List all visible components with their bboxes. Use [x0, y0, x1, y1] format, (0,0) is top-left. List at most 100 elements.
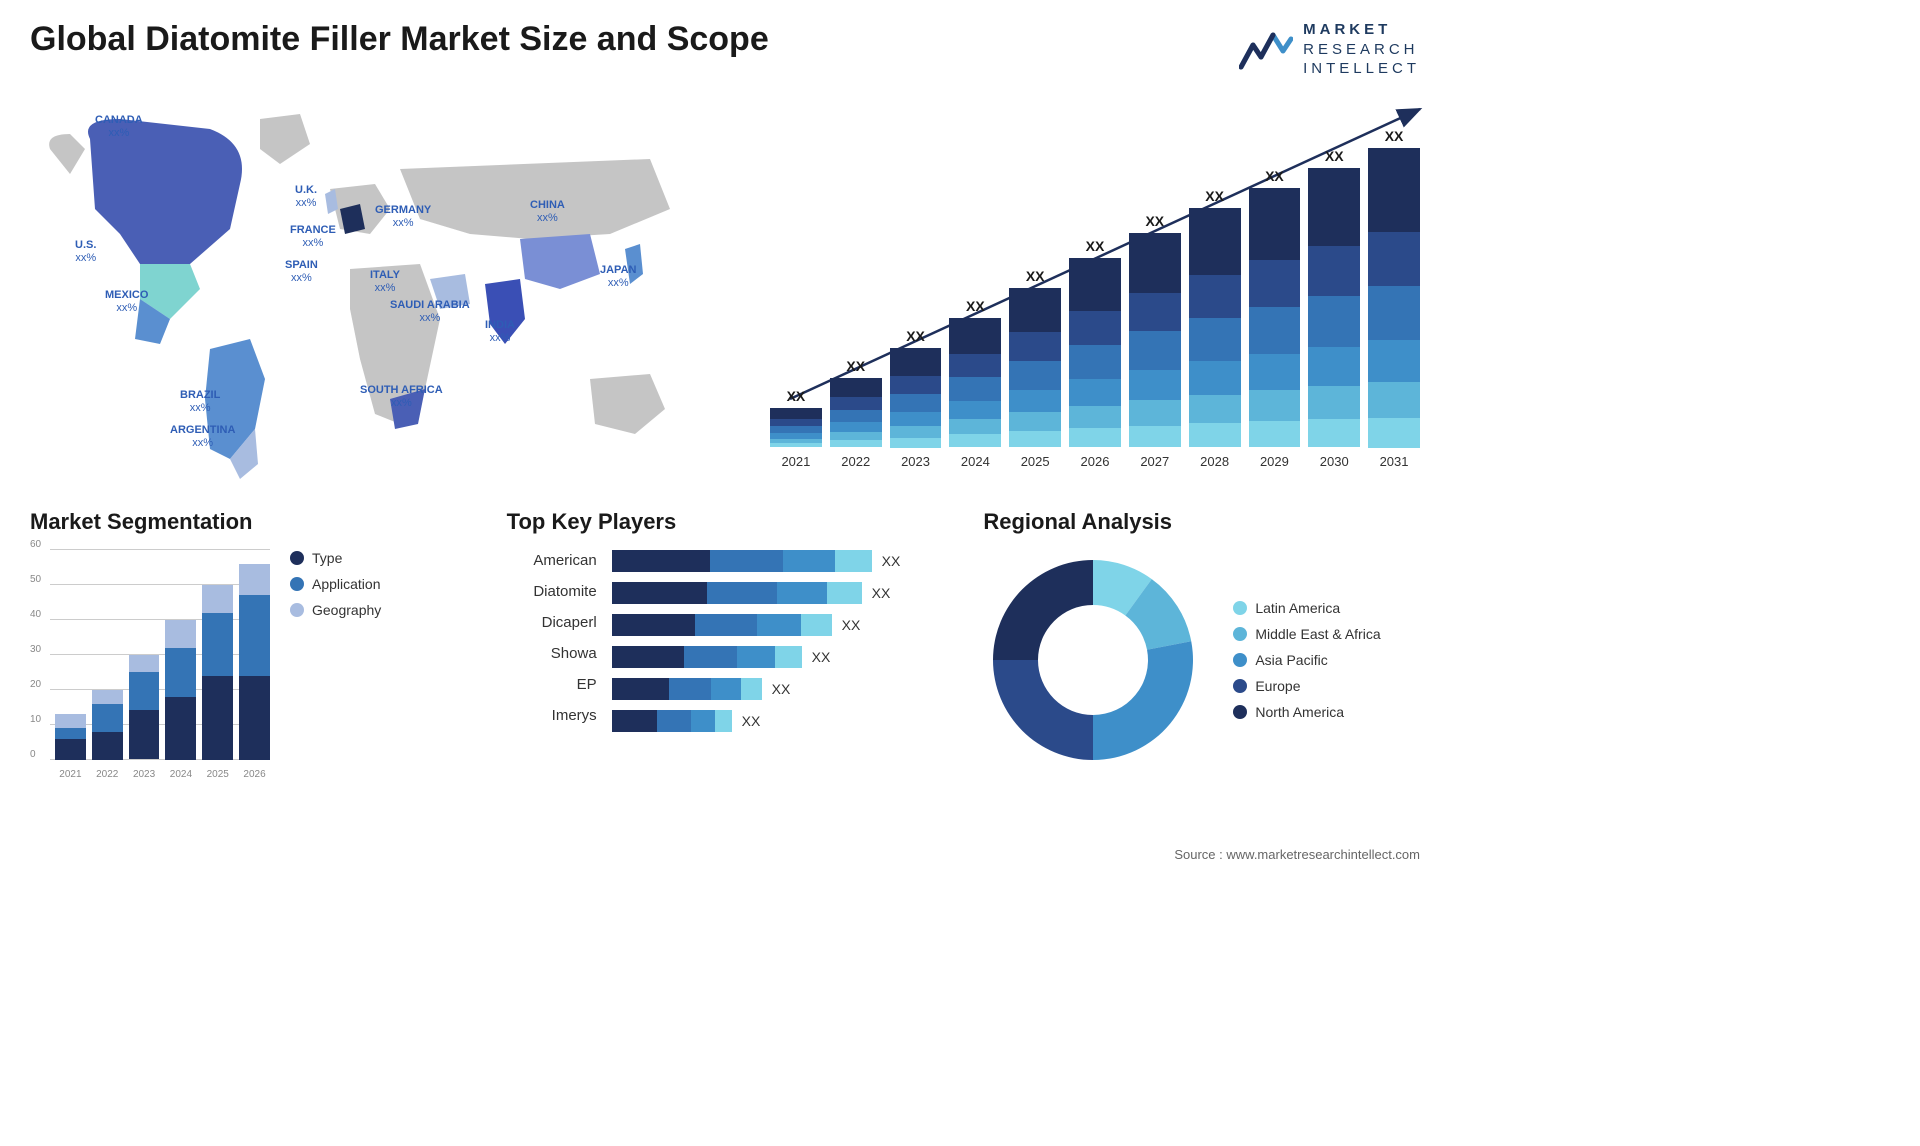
segmentation-chart: 0102030405060202120222023202420252026 — [30, 550, 270, 780]
legend-item: Application — [290, 576, 381, 592]
map-label: GERMANYxx% — [375, 204, 431, 230]
seg-xlabel: 2026 — [239, 769, 270, 780]
players-title: Top Key Players — [507, 509, 944, 535]
seg-xlabel: 2023 — [129, 769, 160, 780]
map-label: ITALYxx% — [370, 269, 400, 295]
legend-item: Middle East & Africa — [1233, 626, 1380, 642]
logo-line2: RESEARCH — [1303, 40, 1420, 60]
growth-value-label: XX — [966, 298, 985, 314]
growth-year-label: 2025 — [1021, 454, 1050, 469]
player-value: XX — [882, 553, 901, 569]
legend-item: Latin America — [1233, 600, 1380, 616]
map-label: ARGENTINAxx% — [170, 424, 235, 450]
player-row: XX — [612, 710, 944, 732]
regional-legend: Latin America Middle East & Africa Asia Pa… — [1233, 600, 1380, 720]
seg-bar — [55, 714, 86, 760]
player-value: XX — [772, 681, 791, 697]
player-row: XX — [612, 582, 944, 604]
map-label: INDIAxx% — [485, 319, 515, 345]
seg-ytick: 60 — [30, 539, 41, 550]
map-label: SPAINxx% — [285, 259, 318, 285]
growth-value-label: XX — [1026, 268, 1045, 284]
player-label: Diatomite — [507, 583, 597, 600]
growth-year-label: 2027 — [1140, 454, 1169, 469]
segmentation-legend: Type Application Geography — [290, 550, 381, 618]
players-labels: AmericanDiatomiteDicaperlShowaEPImerys — [507, 550, 597, 724]
seg-ytick: 10 — [30, 714, 41, 725]
source-text: Source : www.marketresearchintellect.com — [1174, 847, 1420, 862]
growth-bar: XX 2026 — [1069, 238, 1121, 469]
seg-xlabel: 2024 — [165, 769, 196, 780]
legend-item: Asia Pacific — [1233, 652, 1380, 668]
map-label: CANADAxx% — [95, 114, 143, 140]
world-map: CANADAxx% U.S.xx% MEXICOxx% BRAZILxx% ARGENT… — [30, 89, 730, 489]
growth-chart: XX2021XX2022XX2023XX2024XX2025XX2026XX20… — [770, 89, 1420, 489]
growth-value-label: XX — [846, 358, 865, 374]
page-title: Global Diatomite Filler Market Size and … — [30, 20, 769, 59]
seg-ytick: 30 — [30, 644, 41, 655]
seg-bar — [165, 620, 196, 760]
seg-ytick: 50 — [30, 574, 41, 585]
growth-value-label: XX — [1145, 213, 1164, 229]
growth-value-label: XX — [906, 328, 925, 344]
growth-value-label: XX — [1086, 238, 1105, 254]
growth-bar: XX 2023 — [890, 328, 942, 469]
map-label: FRANCExx% — [290, 224, 336, 250]
growth-bar: XX 2031 — [1368, 128, 1420, 469]
player-row: XX — [612, 678, 944, 700]
seg-ytick: 40 — [30, 609, 41, 620]
donut-slice — [993, 560, 1093, 660]
regional-section: Regional Analysis Latin AmericaMiddle Ea… — [983, 509, 1420, 780]
growth-value-label: XX — [787, 388, 806, 404]
seg-ytick: 20 — [30, 679, 41, 690]
player-label: Showa — [507, 645, 597, 662]
map-label: MEXICOxx% — [105, 289, 148, 315]
legend-item: Europe — [1233, 678, 1380, 694]
seg-bar — [92, 690, 123, 760]
legend-item: Geography — [290, 602, 381, 618]
seg-xlabel: 2025 — [202, 769, 233, 780]
map-label: SAUDI ARABIAxx% — [390, 299, 470, 325]
growth-year-label: 2031 — [1380, 454, 1409, 469]
segmentation-section: Market Segmentation 01020304050602021202… — [30, 509, 467, 780]
map-label: CHINAxx% — [530, 199, 565, 225]
seg-bar — [129, 655, 160, 760]
seg-bar — [202, 585, 233, 760]
map-label: U.S.xx% — [75, 239, 96, 265]
seg-xlabel: 2021 — [55, 769, 86, 780]
players-section: Top Key Players American Diatomite Dicaper… — [507, 509, 944, 780]
logo-icon — [1239, 27, 1293, 71]
growth-year-label: 2030 — [1320, 454, 1349, 469]
map-label: U.K.xx% — [295, 184, 317, 210]
legend-item: Type — [290, 550, 381, 566]
map-label: SOUTH AFRICAxx% — [360, 384, 443, 410]
growth-bar: XX 2024 — [949, 298, 1001, 469]
regional-donut — [983, 550, 1203, 770]
growth-bar: XX2029 — [1249, 168, 1301, 469]
map-label: BRAZILxx% — [180, 389, 220, 415]
growth-value-label: XX — [1385, 128, 1404, 144]
growth-year-label: 2024 — [961, 454, 990, 469]
growth-year-label: 2021 — [781, 454, 810, 469]
growth-year-label: 2028 — [1200, 454, 1229, 469]
growth-year-label: 2026 — [1081, 454, 1110, 469]
growth-bar: XX2028 — [1189, 188, 1241, 469]
player-label: Dicaperl — [507, 614, 597, 631]
player-row: XX — [612, 646, 944, 668]
player-value: XX — [872, 585, 891, 601]
player-label: American — [507, 552, 597, 569]
growth-year-label: 2023 — [901, 454, 930, 469]
growth-value-label: XX — [1325, 148, 1344, 164]
legend-item: North America — [1233, 704, 1380, 720]
growth-bar: XX 2021 — [770, 388, 822, 469]
player-label: EP — [507, 676, 597, 693]
segmentation-title: Market Segmentation — [30, 509, 467, 535]
logo: MARKET RESEARCH INTELLECT — [1239, 20, 1420, 79]
player-value: XX — [842, 617, 861, 633]
map-label: JAPANxx% — [600, 264, 636, 290]
logo-line1: MARKET — [1303, 20, 1420, 40]
growth-value-label: XX — [1265, 168, 1284, 184]
players-bars: XX XX XX XX XX XX — [612, 550, 944, 732]
player-row: XX — [612, 550, 944, 572]
growth-bar: XX2022 — [830, 358, 882, 469]
